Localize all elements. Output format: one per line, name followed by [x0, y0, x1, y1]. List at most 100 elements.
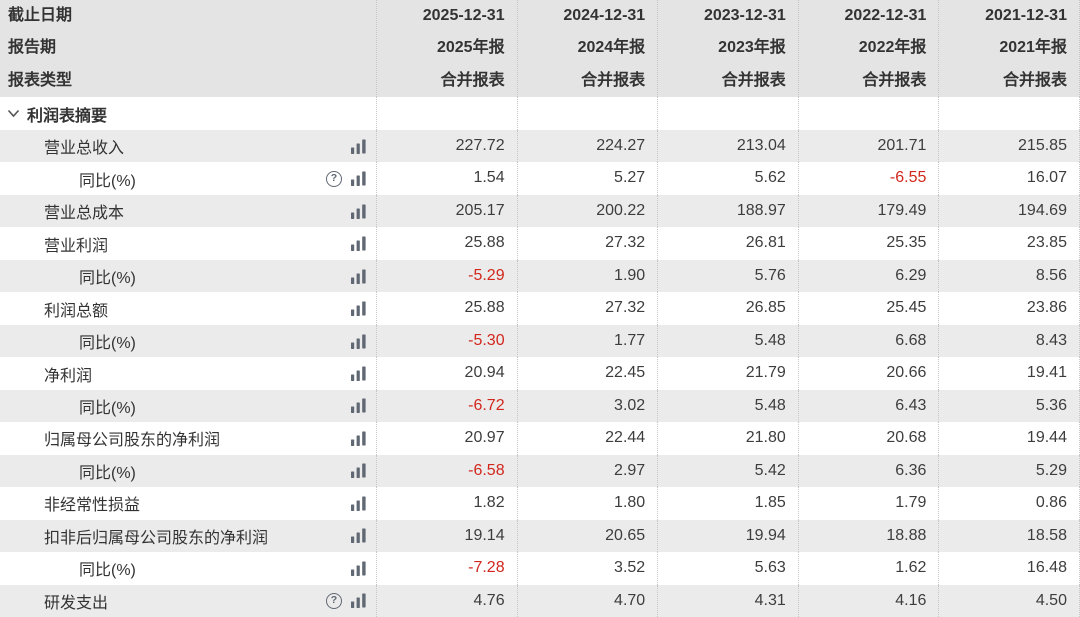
value-cell: 19.44 [938, 422, 1080, 455]
column-period: 2025年报 [436, 39, 505, 57]
column-date: 2025-12-31 [422, 7, 505, 25]
section-row-income-statement[interactable]: 利润表摘要 [0, 97, 1080, 130]
label-cell: 同比(%) [0, 260, 376, 292]
cell-value: 20.65 [605, 526, 646, 544]
section-title: 利润表摘要 [27, 107, 108, 125]
cell-value: 19.14 [464, 526, 505, 544]
mini-bar-chart-icon[interactable] [350, 398, 367, 414]
column-type: 合并报表 [581, 71, 646, 89]
mini-bar-chart-icon[interactable] [350, 139, 367, 154]
mini-bar-chart-icon[interactable] [350, 528, 367, 544]
column-period: 2021年报 [999, 39, 1067, 57]
mini-bar-chart-icon[interactable] [350, 301, 367, 317]
mini-bar-chart-icon[interactable] [350, 171, 367, 187]
column-header-2022: 2022-12-31 2022年报 合并报表 [797, 0, 939, 97]
cell-value: 5.63 [754, 559, 786, 577]
cell-value[interactable]: 1.80 [614, 487, 645, 519]
row-label: 同比(%) [79, 399, 136, 417]
value-cell: 224.27 [516, 130, 658, 163]
cell-value[interactable]: 1.79 [895, 487, 926, 519]
row-label: 营业总收入 [44, 140, 125, 158]
label-cell: 利润总额 [0, 292, 376, 324]
cell-value: 6.43 [895, 396, 927, 414]
value-cell: 188.97 [657, 194, 798, 228]
value-cell: 5.29 [938, 454, 1080, 488]
column-date: 2022-12-31 [844, 7, 927, 25]
mini-bar-chart-icon[interactable] [350, 496, 367, 511]
row-label: 营业总成本 [44, 205, 125, 223]
mini-bar-chart-icon[interactable] [350, 236, 367, 252]
table-row: 归属母公司股东的净利润 20.97 22.44 21.80 20.68 19.4… [0, 422, 1080, 455]
cell-value: 19.41 [1026, 364, 1067, 382]
row-icons [350, 561, 376, 576]
mini-bar-chart-icon[interactable] [350, 593, 367, 609]
chevron-down-icon[interactable] [7, 109, 20, 118]
value-cell: 21.80 [657, 422, 798, 455]
help-icon[interactable]: ? [326, 170, 342, 187]
value-cell: 27.32 [516, 227, 658, 260]
cell-value[interactable]: 1.85 [755, 487, 786, 519]
mini-bar-chart-icon[interactable] [350, 334, 367, 349]
section-empty-cell [797, 97, 939, 130]
value-cell: 27.32 [516, 292, 658, 325]
cell-value: 5.48 [754, 331, 786, 349]
column-header-2023: 2023-12-31 2023年报 合并报表 [657, 0, 798, 97]
row-label: 同比(%) [79, 562, 136, 580]
help-icon[interactable]: ? [326, 592, 342, 609]
cell-value: 20.66 [886, 364, 927, 382]
row-label: 利润总额 [44, 302, 109, 320]
label-cell: 研发支出 ? [0, 585, 376, 617]
row-label: 同比(%) [79, 270, 136, 288]
value-cell: 23.85 [938, 227, 1080, 260]
value-cell: 26.81 [657, 227, 798, 260]
column-date: 2024-12-31 [563, 7, 646, 25]
value-cell: -6.72 [376, 389, 517, 423]
cell-value: 19.44 [1026, 429, 1067, 447]
table-row: 净利润 20.94 22.45 21.79 20.66 19.41 [0, 357, 1080, 390]
table-row: 同比(%) -5.29 1.90 5.76 6.29 8.56 [0, 259, 1080, 293]
value-cell: 23.86 [938, 292, 1080, 325]
value-cell: 5.48 [657, 389, 798, 423]
mini-bar-chart-icon[interactable] [350, 561, 367, 576]
row-icons [350, 204, 376, 219]
row-label: 同比(%) [79, 335, 136, 353]
cell-value: 205.17 [455, 201, 505, 219]
label-cell: 同比(%) [0, 390, 376, 422]
column-type: 合并报表 [862, 71, 927, 89]
value-cell: -6.58 [376, 454, 517, 488]
mini-bar-chart-icon[interactable] [350, 431, 367, 446]
header-label-report-period: 报告期 [8, 39, 57, 57]
mini-bar-chart-icon[interactable] [350, 269, 367, 284]
mini-bar-chart-icon[interactable] [350, 463, 367, 479]
value-cell: 19.41 [938, 357, 1080, 390]
mini-bar-chart-icon[interactable] [350, 366, 367, 382]
cell-value: 5.29 [1035, 461, 1067, 479]
value-cell: 194.69 [938, 194, 1080, 228]
cell-value: 18.58 [1026, 526, 1067, 544]
cell-value: 4.50 [1035, 591, 1067, 609]
label-cell: 营业总收入 [0, 130, 376, 162]
section-label-cell[interactable]: 利润表摘要 [0, 102, 376, 126]
mini-bar-chart-icon[interactable] [350, 204, 367, 219]
row-label: 归属母公司股东的净利润 [44, 432, 221, 450]
cell-value: 3.02 [614, 396, 646, 414]
cell-value: 5.76 [754, 266, 786, 284]
value-cell: 5.27 [516, 162, 658, 195]
cell-value: 5.48 [754, 396, 786, 414]
header-label-report-type: 报表类型 [8, 71, 73, 89]
value-cell: 5.36 [938, 389, 1080, 423]
label-cell: 同比(%) [0, 455, 376, 487]
row-icons [350, 463, 376, 479]
cell-value[interactable]: 0.86 [1036, 487, 1067, 519]
value-cell: 3.02 [516, 389, 658, 423]
label-cell: 营业总成本 [0, 195, 376, 227]
row-label: 同比(%) [79, 464, 136, 482]
cell-value: 20.94 [464, 364, 505, 382]
value-cell: 1.77 [516, 324, 658, 358]
cell-value[interactable]: 1.82 [473, 487, 504, 519]
row-label: 非经常性损益 [44, 497, 141, 515]
value-cell: 227.72 [376, 130, 517, 163]
value-cell: 0.86 [938, 487, 1080, 520]
row-label: 扣非后归属母公司股东的净利润 [44, 529, 269, 547]
